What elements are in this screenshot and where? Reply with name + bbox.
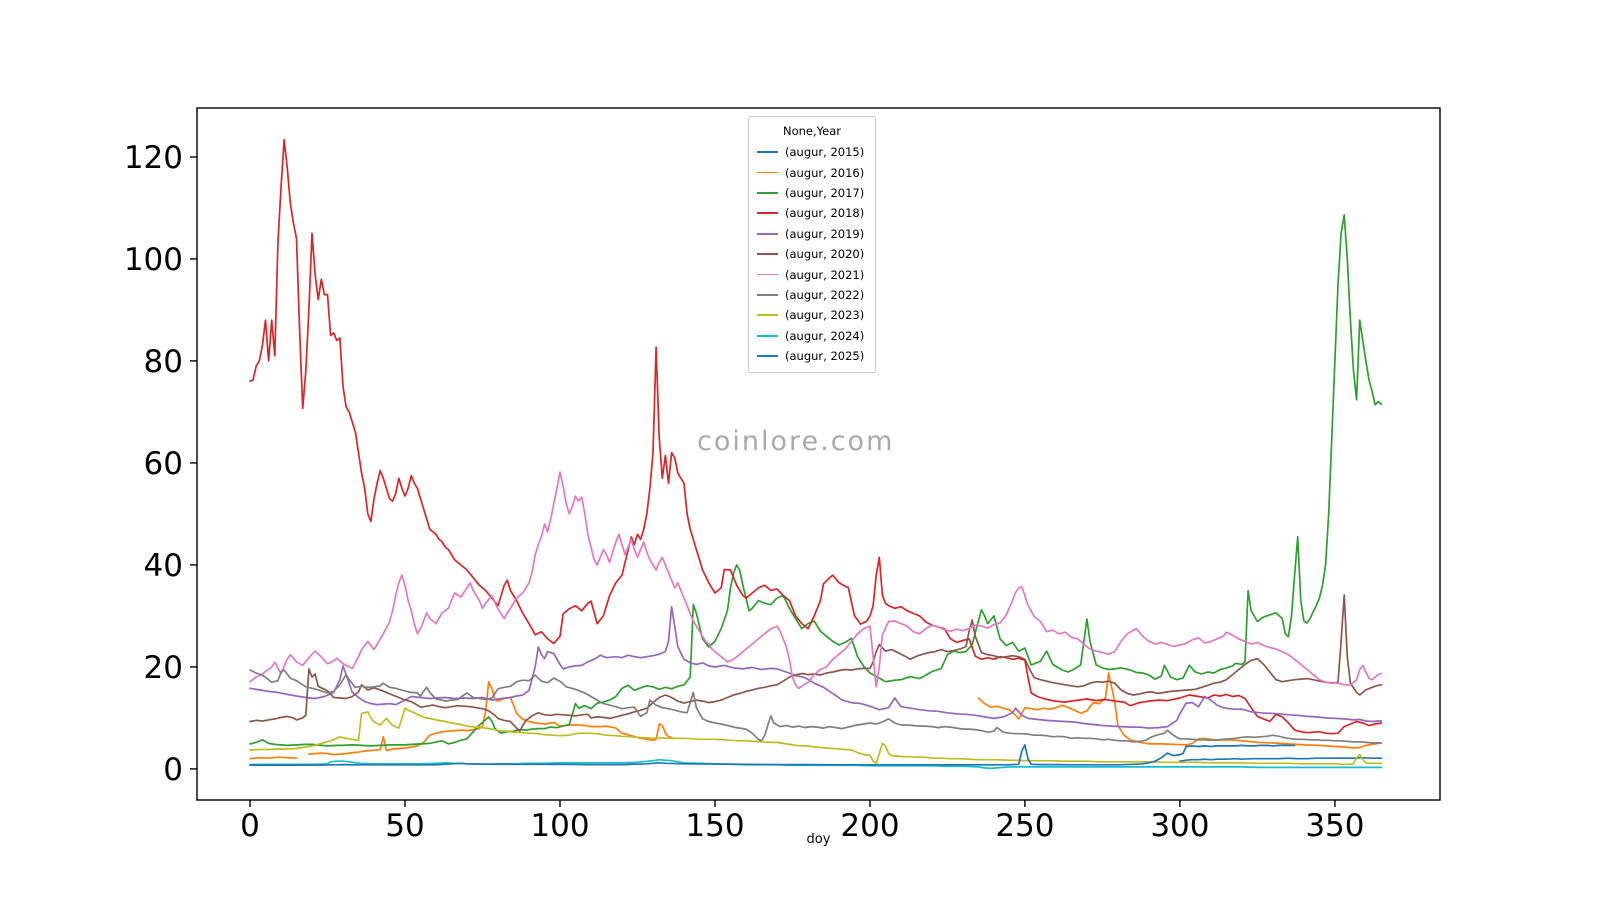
legend-line-swatch xyxy=(757,212,778,215)
x-tick-label: 350 xyxy=(1305,808,1364,844)
legend-item-2023: (augur, 2023) xyxy=(757,305,867,325)
x-tick-label: 250 xyxy=(995,808,1054,844)
legend-item-2020: (augur, 2020) xyxy=(757,244,867,264)
x-tick-label: 150 xyxy=(685,808,744,844)
legend-items: (augur, 2015) (augur, 2016) (augur, 2017) (… xyxy=(757,142,867,366)
series-line-2015 xyxy=(1179,756,1383,763)
y-tick-label: 20 xyxy=(144,650,183,686)
legend-label: (augur, 2020) xyxy=(785,247,865,262)
legend-item-2016: (augur, 2016) xyxy=(757,162,867,182)
legend-line-swatch xyxy=(757,314,778,317)
legend-line-swatch xyxy=(757,273,778,276)
legend-label: (augur, 2018) xyxy=(785,206,865,221)
series-line-2017 xyxy=(249,214,1383,747)
series-line-2018 xyxy=(249,138,1383,735)
series-line-2021 xyxy=(249,471,1383,690)
series-line-2022 xyxy=(249,669,1383,744)
legend-label: (augur, 2017) xyxy=(785,185,865,200)
x-tick-label: 100 xyxy=(530,808,589,844)
legend-item-2022: (augur, 2022) xyxy=(757,285,867,305)
series-line-2025 xyxy=(249,744,1296,766)
legend-label: (augur, 2016) xyxy=(785,165,865,180)
legend-line-swatch xyxy=(757,192,778,194)
x-tick-label: 50 xyxy=(385,808,424,844)
legend-line-swatch xyxy=(757,334,778,337)
legend-line-swatch xyxy=(757,171,778,174)
legend-label: (augur, 2015) xyxy=(785,145,865,160)
legend: None,Year (augur, 2015) (augur, 2016) (aug… xyxy=(748,116,876,374)
legend-item-2017: (augur, 2017) xyxy=(757,183,867,203)
legend-line-swatch xyxy=(757,355,778,357)
legend-label: (augur, 2021) xyxy=(785,267,865,282)
legend-label: (augur, 2023) xyxy=(785,308,865,323)
x-tick-label: 300 xyxy=(1150,808,1209,844)
legend-label: (augur, 2022) xyxy=(785,287,865,302)
y-tick-label: 40 xyxy=(144,548,183,584)
x-axis-label: doy xyxy=(806,832,831,847)
legend-item-2019: (augur, 2019) xyxy=(757,224,867,244)
legend-item-2015: (augur, 2015) xyxy=(757,142,867,162)
series-line-2020 xyxy=(249,594,1383,733)
y-tick-label: 80 xyxy=(144,344,183,380)
legend-line-swatch xyxy=(757,232,778,235)
legend-label: (augur, 2024) xyxy=(785,328,865,343)
legend-item-2018: (augur, 2018) xyxy=(757,203,867,223)
legend-line-swatch xyxy=(757,151,778,154)
series-line-2016 xyxy=(249,672,1383,760)
series-line-2023 xyxy=(249,707,1383,766)
watermark: coinlore.com xyxy=(697,426,895,457)
y-tick-label: 120 xyxy=(124,140,183,176)
x-tick-label: 0 xyxy=(240,808,260,844)
legend-label: (augur, 2019) xyxy=(785,226,865,241)
legend-line-swatch xyxy=(757,294,778,296)
legend-item-2024: (augur, 2024) xyxy=(757,326,867,346)
legend-item-2021: (augur, 2021) xyxy=(757,264,867,284)
axes-frame xyxy=(196,107,1441,801)
x-tick-label: 200 xyxy=(840,808,899,844)
y-tick-label: 60 xyxy=(144,446,183,482)
legend-label: (augur, 2025) xyxy=(785,349,865,364)
legend-item-2025: (augur, 2025) xyxy=(757,346,867,366)
legend-line-swatch xyxy=(757,253,778,256)
legend-title: None,Year xyxy=(782,124,841,138)
y-tick-label: 0 xyxy=(163,752,183,788)
y-tick-label: 100 xyxy=(124,242,183,278)
